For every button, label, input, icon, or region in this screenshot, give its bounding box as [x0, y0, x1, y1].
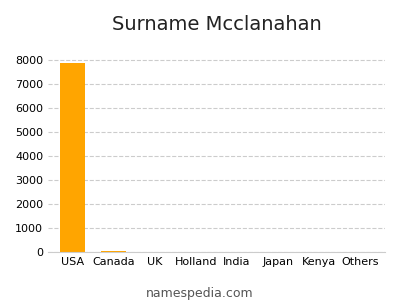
Title: Surname Mcclanahan: Surname Mcclanahan — [112, 15, 321, 34]
Bar — [102, 251, 126, 252]
Bar — [60, 63, 85, 252]
Text: namespedia.com: namespedia.com — [146, 287, 254, 300]
